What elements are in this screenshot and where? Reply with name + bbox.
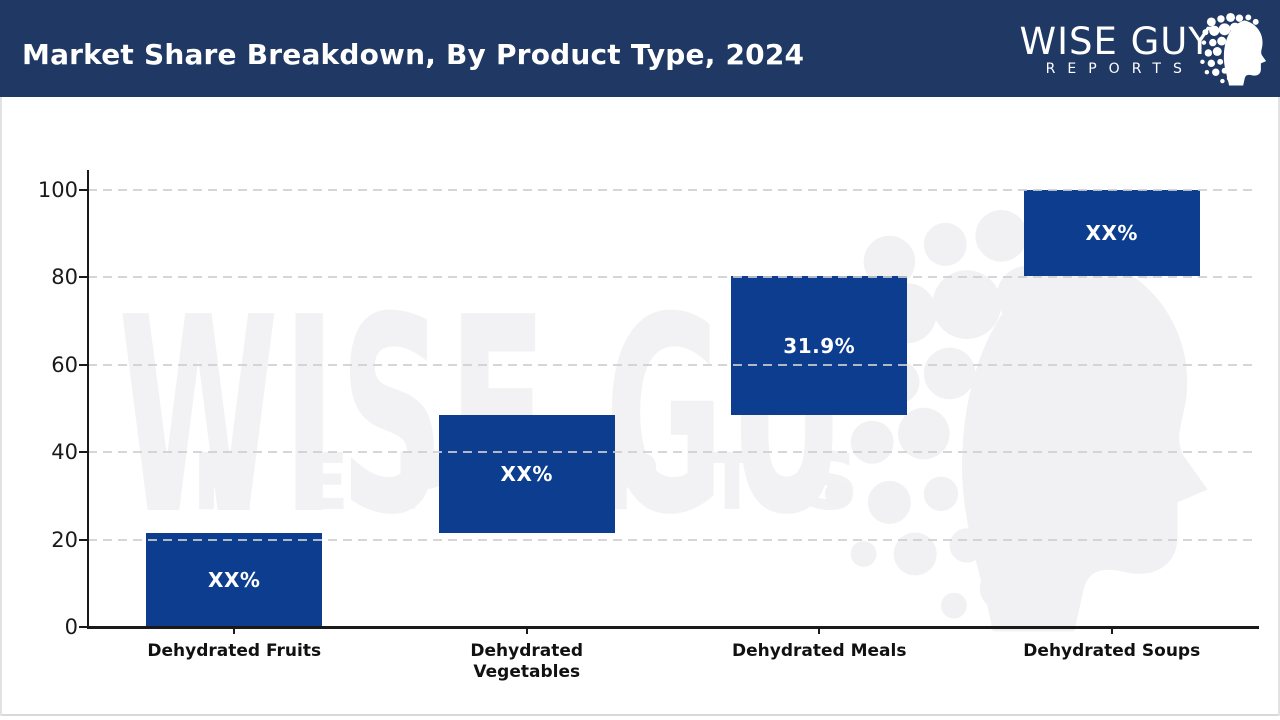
gridline xyxy=(88,189,1258,191)
x-tick-mark xyxy=(233,629,236,634)
y-tick-mark xyxy=(79,626,87,628)
y-tick-label: 80 xyxy=(51,265,78,290)
page-title: Market Share Breakdown, By Product Type,… xyxy=(22,38,805,71)
x-category-label: Dehydrated Fruits xyxy=(147,641,322,661)
page-right-border xyxy=(1278,97,1280,716)
page-bottom-border xyxy=(0,714,1280,716)
gridline xyxy=(88,538,1258,541)
gridline xyxy=(88,276,1258,279)
gridline xyxy=(88,451,1258,454)
x-tick-mark xyxy=(818,629,821,634)
bar-label: XX% xyxy=(500,462,553,487)
y-tick-label: 100 xyxy=(37,178,78,202)
x-axis-line xyxy=(87,626,1259,629)
y-tick-mark xyxy=(79,189,87,191)
x-tick-mark xyxy=(1110,629,1113,634)
y-tick-label: 0 xyxy=(64,615,78,639)
bar xyxy=(731,276,908,416)
y-tick-mark xyxy=(79,363,87,366)
y-axis-line xyxy=(87,170,89,629)
x-category-label: Dehydrated Vegetables xyxy=(470,641,584,683)
bar-label: XX% xyxy=(1085,221,1138,246)
bar-label: 31.9% xyxy=(783,333,856,358)
y-tick-label: 40 xyxy=(51,440,78,465)
brand-head-icon xyxy=(1200,13,1267,86)
y-tick-mark xyxy=(79,451,87,454)
y-tick-label: 20 xyxy=(51,527,78,552)
header-bar: Market Share Breakdown, By Product Type,… xyxy=(0,0,1280,97)
bar xyxy=(146,533,323,627)
brand-logo-text: WISE GUY REPORTS xyxy=(1019,20,1212,77)
bar-label: XX% xyxy=(208,568,261,593)
bar xyxy=(1023,190,1200,277)
y-tick-mark xyxy=(79,538,87,541)
y-tick-mark xyxy=(79,276,87,279)
bar xyxy=(438,415,615,534)
x-category-label: Dehydrated Meals xyxy=(732,641,907,661)
brand-name: WISE GUY xyxy=(1019,20,1212,64)
x-category-label: Dehydrated Soups xyxy=(1023,641,1201,661)
brand-subname: REPORTS xyxy=(1045,60,1194,77)
brand-logo: WISE GUY REPORTS xyxy=(1020,6,1272,94)
page-left-border xyxy=(0,97,2,716)
y-tick-label: 60 xyxy=(51,352,78,377)
gridline xyxy=(88,363,1258,366)
x-tick-mark xyxy=(525,629,528,634)
